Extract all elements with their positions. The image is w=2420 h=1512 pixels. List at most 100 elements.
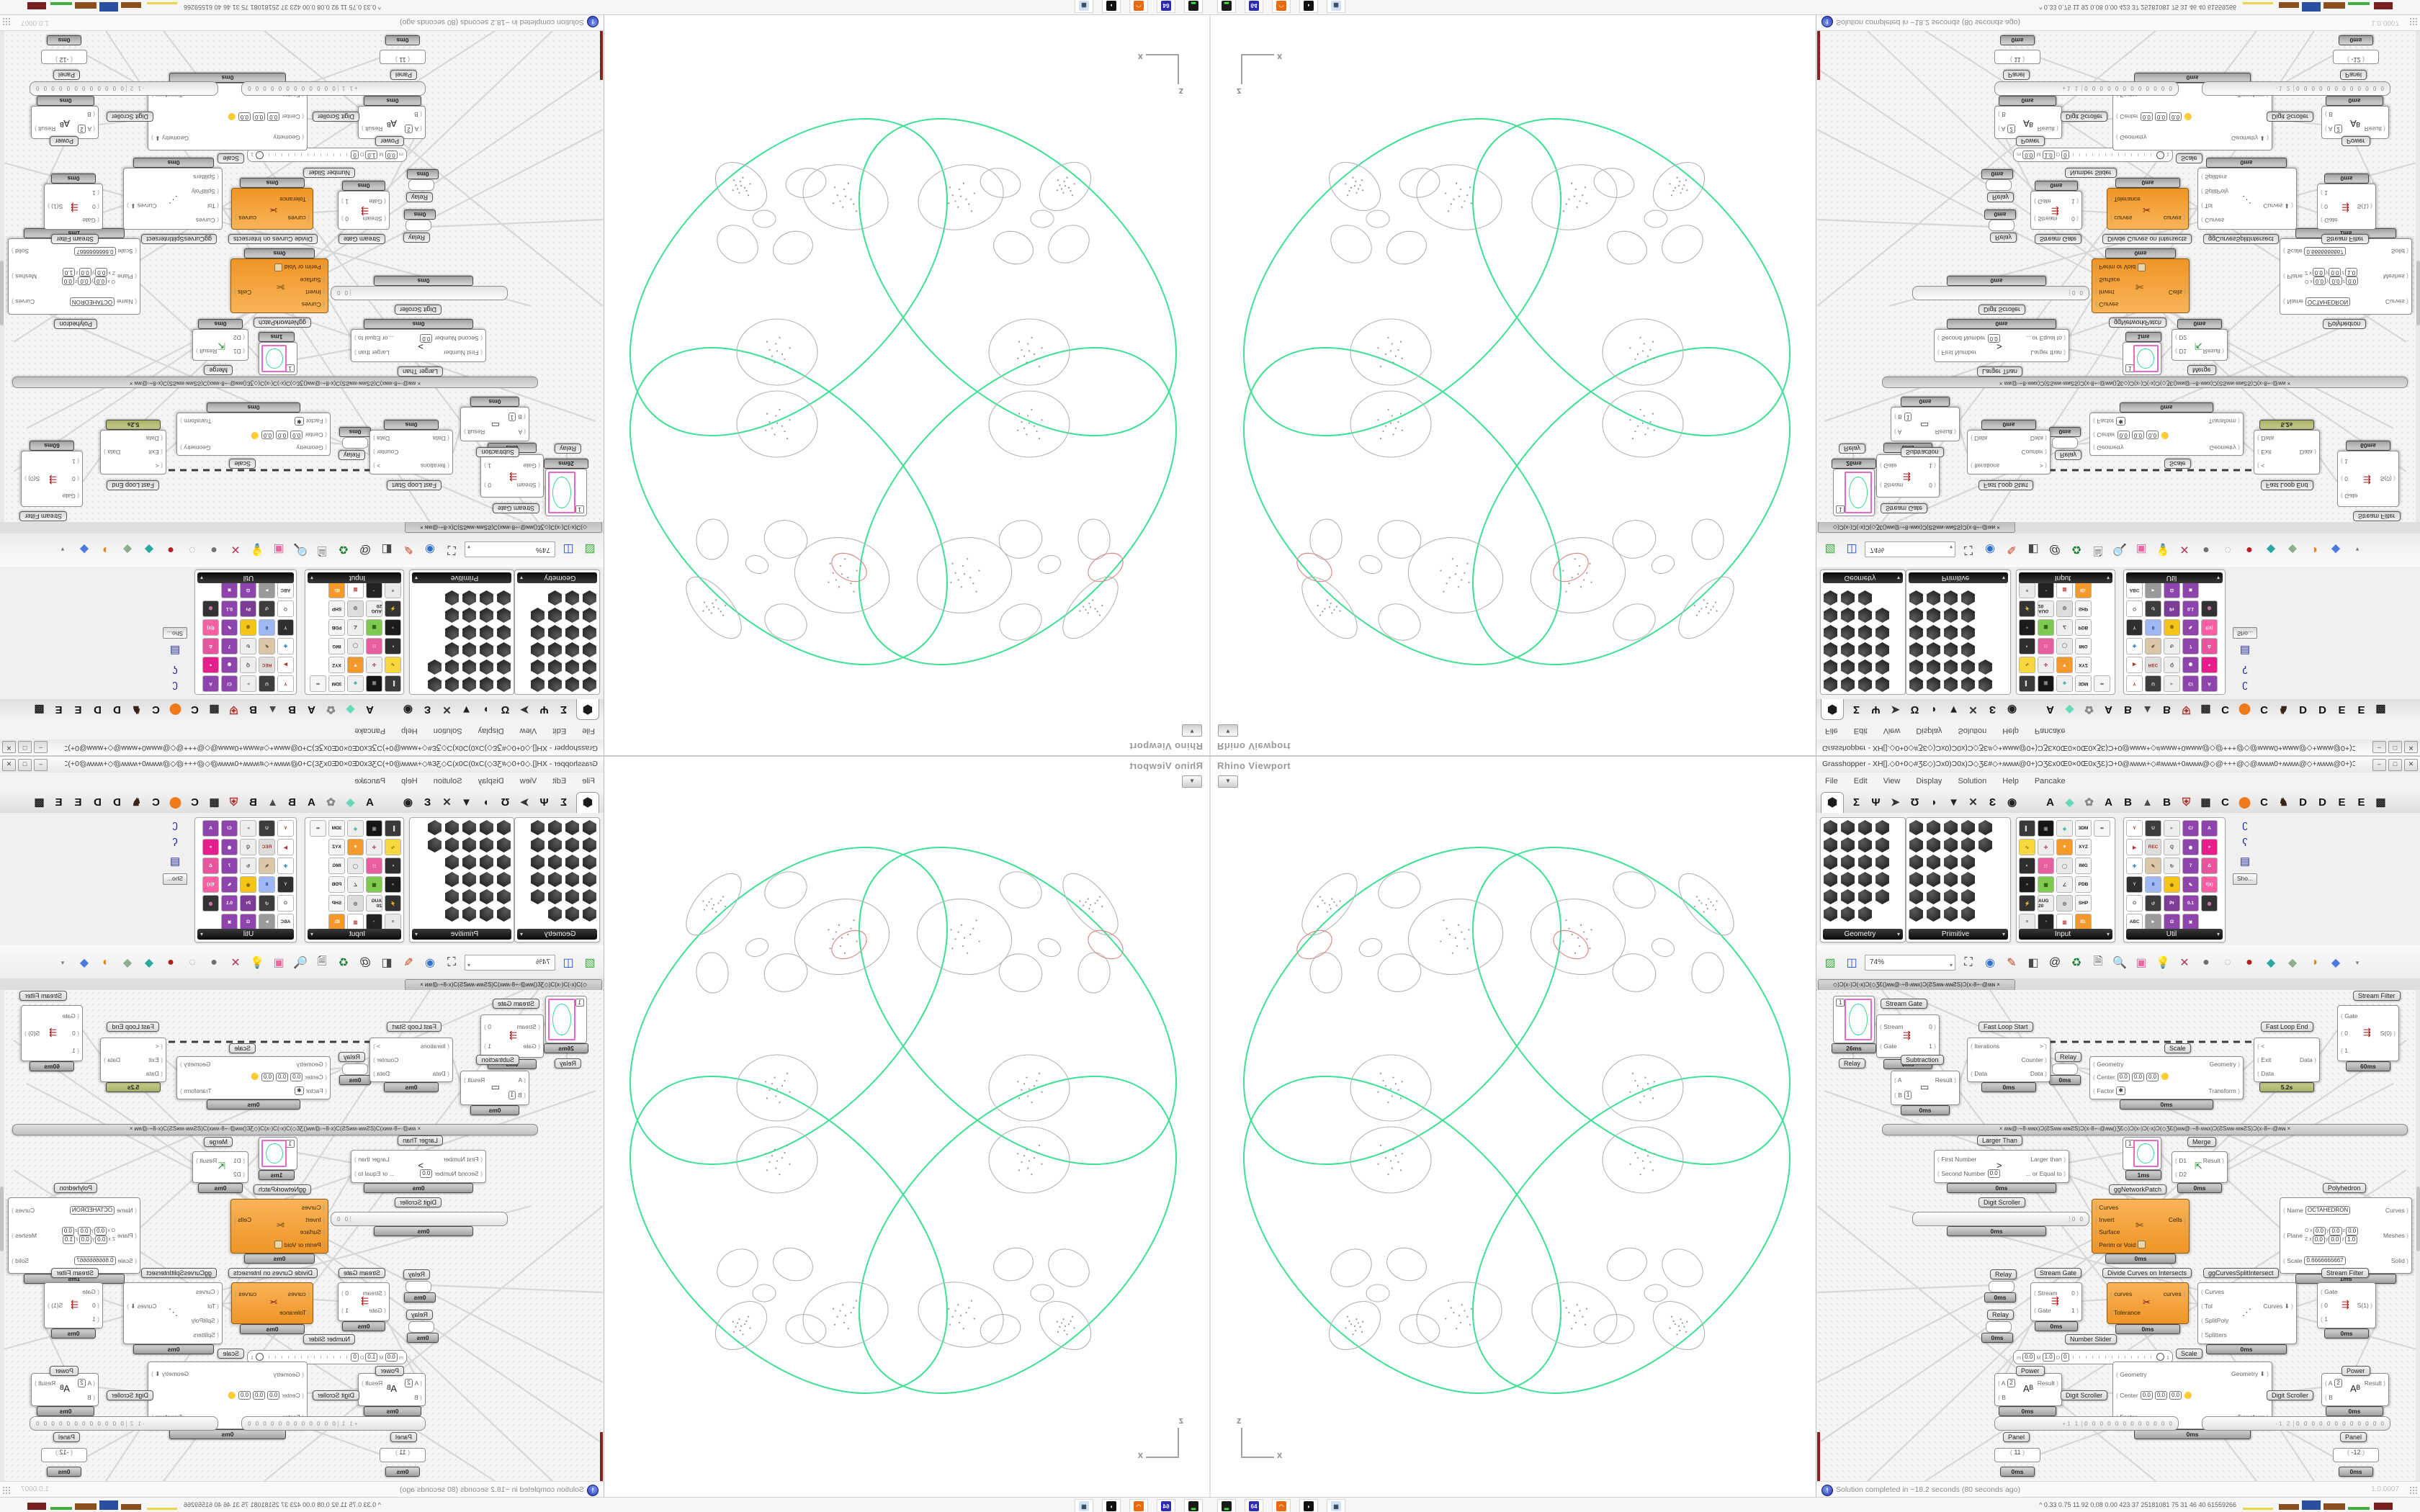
node-label-tag[interactable]: Relay	[554, 1058, 581, 1068]
tab-plugin-16[interactable]: E	[2357, 703, 2365, 716]
component-icon[interactable]: XYZ	[2075, 839, 2092, 855]
menu-solution[interactable]: Solution	[1958, 777, 1987, 786]
component-hex-icon[interactable]	[496, 642, 511, 657]
component-hex-icon[interactable]	[1926, 590, 1941, 606]
node-label-tag[interactable]: Power	[2016, 136, 2045, 146]
component-icon[interactable]: ✚	[2126, 638, 2143, 654]
tab-plugin-11[interactable]: C	[2260, 703, 2268, 716]
component-hex-icon[interactable]	[479, 642, 494, 657]
component-icon[interactable]: REC	[2145, 839, 2161, 855]
component-icon[interactable]: IMG	[328, 858, 345, 874]
component-icon[interactable]: ∿	[385, 657, 401, 673]
node-label-tag[interactable]: Stream Filter	[2321, 1268, 2369, 1278]
component-hex-icon[interactable]	[1961, 889, 1975, 904]
component-icon[interactable]: 3DM	[2075, 675, 2092, 692]
component-hex-icon[interactable]	[1841, 837, 1855, 852]
component-icon[interactable]: ►	[2164, 675, 2180, 692]
component-icon[interactable]: Y	[2126, 619, 2143, 636]
grasshopper-title-bar[interactable]: Grasshopper - XH[].◇0+0◇#ƷƐ◇)Ɔx0)Ɔ0x)Ɔ◇Ʒ…	[1816, 757, 2420, 773]
component-hex-icon[interactable]	[565, 855, 580, 870]
component-icon[interactable]: ●	[202, 657, 219, 673]
component-icon[interactable]: ▣	[2038, 675, 2054, 692]
component-icon[interactable]: ✣	[2038, 657, 2054, 673]
component-hex-icon[interactable]	[1978, 820, 1992, 835]
tab-plugin-13[interactable]: D	[2299, 703, 2307, 716]
component-icon[interactable]: SHP	[2075, 600, 2092, 617]
component-hex-icon[interactable]	[444, 590, 460, 606]
node-label-tag[interactable]: Relay	[338, 1052, 365, 1062]
tab-plugin-8[interactable]: ▦	[2200, 703, 2211, 716]
node-label-tag[interactable]: Scale	[218, 153, 244, 163]
tab-plugin-3[interactable]: A	[308, 796, 315, 809]
component-icon[interactable]: ◐	[385, 638, 401, 654]
toolbar-caret[interactable]: ▾	[2355, 546, 2360, 554]
tab-category-icon[interactable]: ✕	[1968, 703, 1978, 716]
component-icon[interactable]: ↻	[2164, 858, 2180, 874]
node-label-tag[interactable]: Divide Curves on Intersects	[2102, 1268, 2192, 1278]
component-hex-icon[interactable]	[1841, 820, 1855, 835]
jitter-x-icon[interactable]: ✕	[2179, 543, 2190, 555]
component-icon[interactable]: ◎	[2056, 895, 2073, 912]
preview-shaded-icon[interactable]: ●	[167, 956, 174, 968]
polyhedron-node[interactable]: NameOCTAHEDRONCurvesPlaneO x0.0y0.0z0.0Z…	[2280, 1197, 2412, 1274]
tab-plugin-7[interactable]: ⛨	[2182, 796, 2191, 809]
component-icon[interactable]: ◉	[2164, 619, 2180, 636]
node-label-tag[interactable]: Subtraction	[1901, 1055, 1944, 1065]
component-icon[interactable]: ●	[385, 619, 401, 636]
node-label-tag[interactable]: Stream Gate	[338, 234, 385, 244]
component-icon[interactable]: Q	[240, 657, 256, 673]
component-hex-icon[interactable]	[1909, 855, 1923, 870]
component-hex-icon[interactable]	[1858, 889, 1872, 904]
component-hex-icon[interactable]	[1926, 677, 1941, 692]
component-icon[interactable]: IMG	[2075, 638, 2092, 654]
search-s-icon[interactable]: 🔍	[293, 543, 308, 555]
component-icon[interactable]: ∿	[385, 839, 401, 855]
preview-off-icon[interactable]: ●	[2202, 544, 2210, 556]
menu-edit[interactable]: Edit	[1853, 777, 1868, 786]
component-hex-icon[interactable]	[1858, 837, 1872, 852]
component-icon[interactable]: Δ	[202, 858, 219, 874]
component-hex-icon[interactable]	[1857, 608, 1873, 623]
tab-category-icon[interactable]: ✕	[442, 703, 452, 716]
gem-blue-icon[interactable]: ◆	[79, 543, 89, 555]
component-icon[interactable]: ∞	[2094, 675, 2110, 692]
component-hex-icon[interactable]	[582, 889, 597, 904]
component-icon[interactable]: f(x)	[2201, 619, 2218, 636]
component-hex-icon[interactable]	[1943, 625, 1958, 640]
tab-plugin-10[interactable]: ⬤	[169, 703, 182, 716]
component-hex-icon[interactable]	[444, 625, 460, 640]
component-icon[interactable]: 7	[2182, 638, 2199, 654]
component-node[interactable]: AResultB1	[1891, 1071, 1960, 1105]
component-hex-icon[interactable]	[1978, 837, 1992, 852]
component-hex-icon[interactable]	[496, 906, 511, 922]
node-label-tag[interactable]: Subtraction	[1901, 447, 1944, 457]
toolbar-caret[interactable]: ▾	[60, 958, 65, 966]
node-label-tag[interactable]: Relay	[2055, 1052, 2082, 1062]
calculator-app-icon[interactable]: ▦	[1327, 0, 1345, 13]
component-hex-icon[interactable]	[565, 625, 580, 640]
gem-teal-icon[interactable]: ◆	[144, 957, 154, 969]
component-icon[interactable]: Ω	[2164, 914, 2180, 930]
tab-plugin-17[interactable]: ▩	[2375, 796, 2386, 809]
component-hex-icon[interactable]	[582, 820, 597, 835]
component-hex-icon[interactable]	[1927, 889, 1940, 904]
tab-plugin-10[interactable]: ⬤	[2238, 796, 2251, 809]
component-icon[interactable]: f(x)	[2201, 876, 2218, 893]
component-icon[interactable]: ▦	[366, 619, 382, 636]
grasshopper-title-bar[interactable]: Grasshopper - XH[].◇0+0◇#ƷƐ◇)Ɔx0)Ɔ0x)Ɔ◇Ʒ…	[0, 739, 604, 755]
preview-wire-icon[interactable]: ◌	[189, 544, 196, 556]
component-icon[interactable]: 7	[2182, 858, 2199, 874]
tab-plugin-0[interactable]: A	[2046, 703, 2054, 716]
node-label-tag[interactable]: Relay	[403, 1269, 430, 1279]
menu-pancake[interactable]: Pancake	[354, 777, 386, 786]
digit-scroller-node[interactable]: 0 0	[1912, 286, 2089, 300]
canvas-scrollbar[interactable]	[0, 31, 4, 522]
gem-orange-icon[interactable]: ◑	[102, 956, 109, 968]
component-icon[interactable]: ▦	[2038, 876, 2054, 893]
panel-name-bar[interactable]: Util ▾	[2126, 929, 2223, 940]
gem-orange-icon[interactable]: ◑	[2311, 956, 2318, 968]
component-icon[interactable]: ▼	[347, 839, 364, 855]
component-icon[interactable]: 7	[221, 858, 238, 874]
component-icon[interactable]: ◎	[347, 895, 364, 912]
tab-plugin-5[interactable]: ▲	[267, 703, 278, 716]
